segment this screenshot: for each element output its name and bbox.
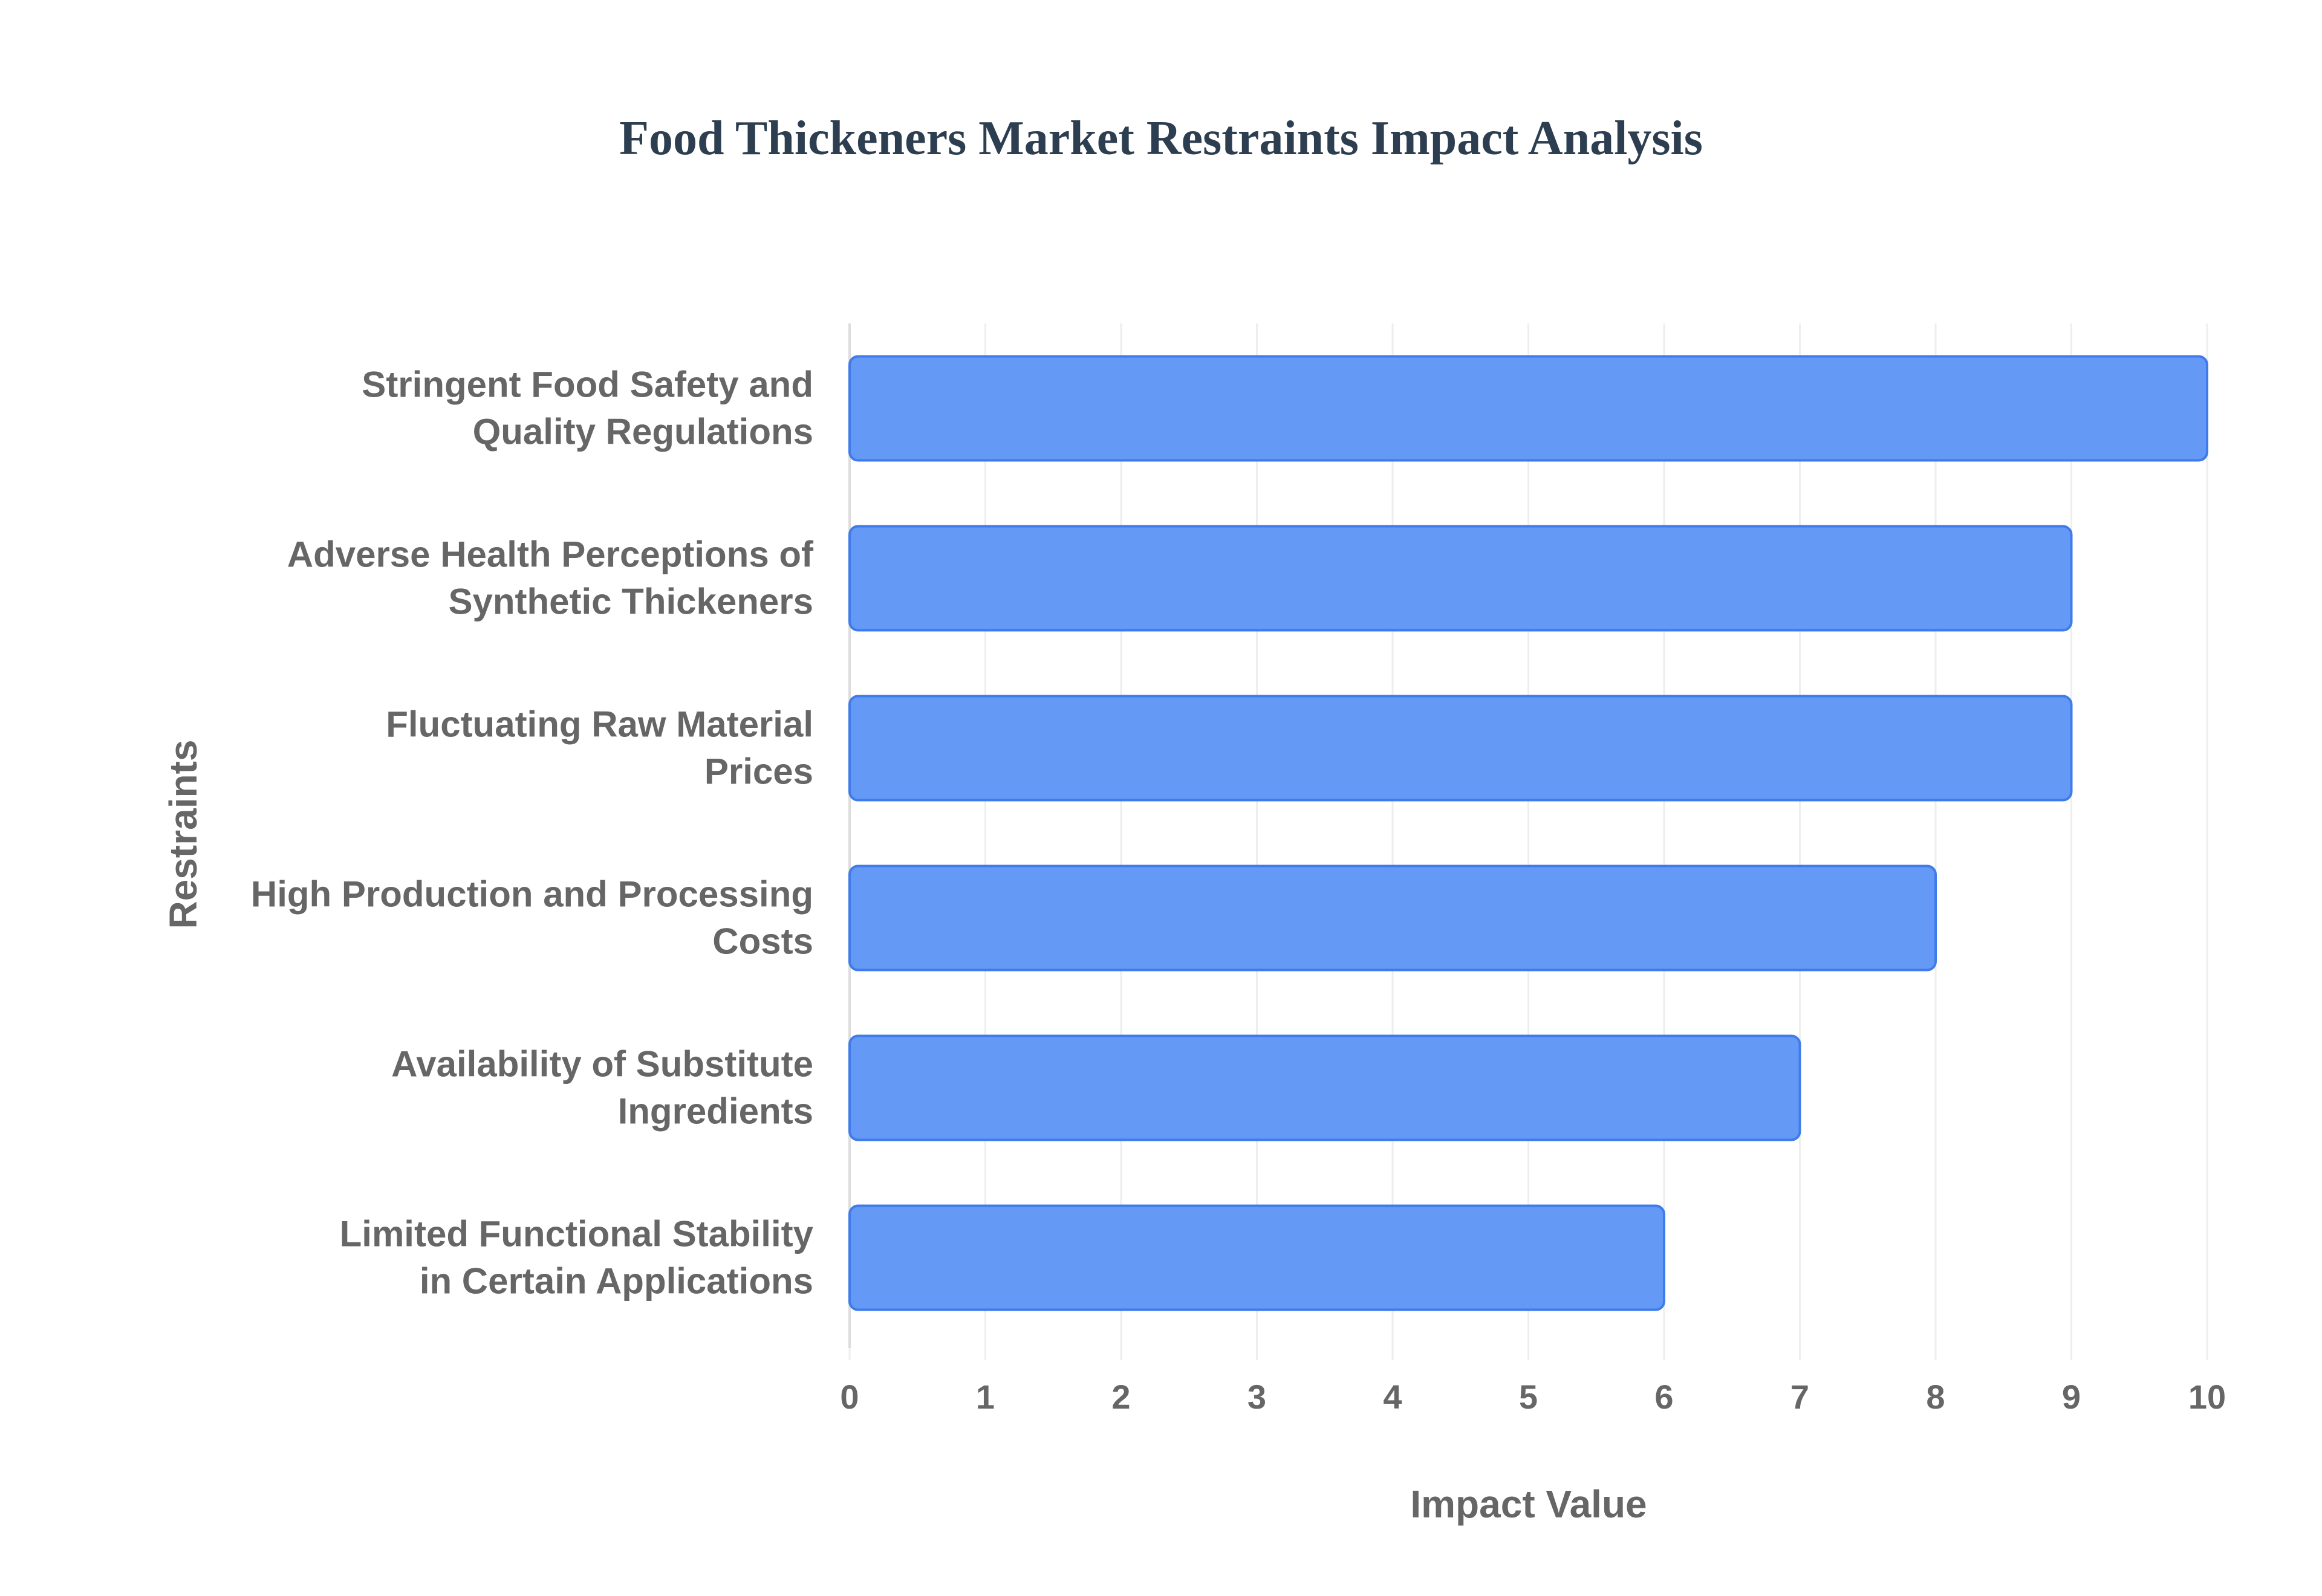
category-label: Synthetic Thickeners (448, 582, 813, 622)
category-label: Ingredients (618, 1091, 813, 1132)
x-tick-label: 4 (1383, 1378, 1402, 1416)
category-label: High Production and Processing (251, 874, 813, 915)
x-axis-title: Impact Value (1410, 1482, 1647, 1526)
bar (848, 525, 2073, 632)
category-labels: Stringent Food Safety and Quality Regulat… (251, 365, 814, 1302)
category-label: Adverse Health Perceptions of (287, 534, 814, 575)
category-label: Costs (712, 921, 813, 962)
x-tick-label: 7 (1790, 1378, 1809, 1416)
x-tick-labels: 0 1 2 3 4 5 6 7 8 9 10 (840, 1378, 2226, 1416)
x-tick-label: 6 (1654, 1378, 1673, 1416)
x-tick-label: 0 (840, 1378, 859, 1416)
bar (848, 1204, 1665, 1311)
x-tick-label: 10 (2188, 1378, 2226, 1416)
bar (848, 1034, 1801, 1141)
x-tick-label: 2 (1111, 1378, 1130, 1416)
chart-title: Food Thickeners Market Restraints Impact… (619, 112, 1703, 165)
category-label: Prices (704, 751, 813, 792)
bar (848, 355, 2208, 462)
category-label: Availability of Substitute (391, 1044, 813, 1085)
x-tick-label: 9 (2062, 1378, 2081, 1416)
grid (848, 323, 2208, 1360)
category-label: Fluctuating Raw Material (386, 704, 813, 745)
y-axis-title: Restraints (161, 740, 205, 929)
bar (848, 864, 1937, 972)
category-label: in Certain Applications (420, 1261, 813, 1302)
category-label: Stringent Food Safety and (362, 365, 813, 405)
x-tick-label: 8 (1926, 1378, 1945, 1416)
x-tick-label: 3 (1247, 1378, 1266, 1416)
bars (848, 355, 2208, 1311)
x-tick-label: 1 (976, 1378, 995, 1416)
x-tick-label: 5 (1519, 1378, 1538, 1416)
category-label: Limited Functional Stability (340, 1214, 814, 1254)
bar (848, 695, 2073, 802)
category-label: Quality Regulations (473, 412, 813, 452)
